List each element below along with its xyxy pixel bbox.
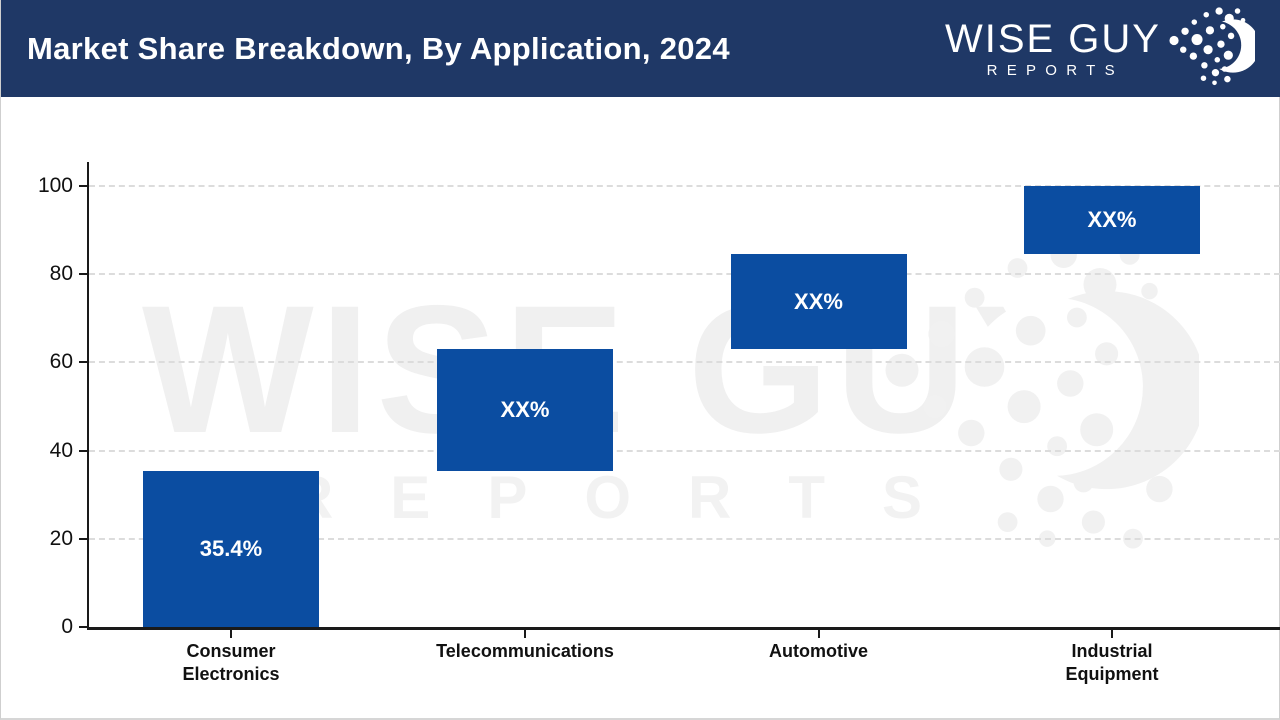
x-tick-mark	[817, 630, 820, 638]
bar-value-label: XX%	[1087, 207, 1137, 233]
header: Market Share Breakdown, By Application, …	[1, 0, 1280, 97]
y-axis-line	[87, 162, 89, 629]
y-tick-mark	[79, 449, 87, 452]
x-category-label: Telecommunications	[436, 641, 614, 661]
y-tick-label: 20	[49, 526, 73, 550]
y-gridline	[89, 537, 1280, 540]
y-gridline	[89, 449, 1280, 452]
y-tick-label: 80	[49, 262, 73, 286]
y-tick-mark	[79, 537, 87, 540]
brand-logo-text: WISE GUY REPORTS	[945, 19, 1161, 78]
page-title: Market Share Breakdown, By Application, …	[27, 30, 730, 66]
y-tick-label: 100	[37, 174, 73, 197]
y-tick-mark	[79, 273, 87, 276]
y-gridline	[89, 361, 1280, 364]
bar-value-label: 35.4%	[199, 535, 263, 561]
bar-telecommunications: XX%	[437, 349, 613, 471]
bar-value-label: XX%	[794, 288, 843, 314]
y-tick-label: 60	[49, 350, 73, 374]
bar-industrial-equipment: XX%	[1024, 186, 1200, 255]
x-tick-mark	[230, 630, 232, 638]
y-gridline	[89, 273, 1280, 276]
brand-subtitle: REPORTS	[986, 62, 1124, 79]
brand-logo: WISE GUY REPORTS	[945, 3, 1260, 94]
brand-name: WISE GUY	[944, 17, 1161, 61]
x-category-label: Automotive	[769, 641, 868, 661]
y-tick-label: 40	[49, 438, 73, 462]
x-tick-mark	[524, 630, 526, 638]
bar-consumer-electronics: 35.4%	[143, 470, 319, 627]
bar-automotive: XX%	[730, 254, 907, 350]
x-tick-mark	[1111, 630, 1113, 638]
y-gridline	[89, 185, 1280, 187]
bar-value-label: XX%	[500, 397, 550, 422]
y-tick-mark	[79, 361, 87, 364]
x-category-label: Industrial Equipment	[1065, 641, 1159, 684]
y-tick-mark	[79, 626, 87, 628]
x-axis-line	[87, 627, 1280, 630]
y-tick-label: 0	[61, 615, 73, 638]
y-tick-mark	[79, 185, 87, 187]
x-category-label: Consumer Electronics	[182, 641, 280, 684]
brand-face-dots-icon	[1163, 3, 1260, 94]
